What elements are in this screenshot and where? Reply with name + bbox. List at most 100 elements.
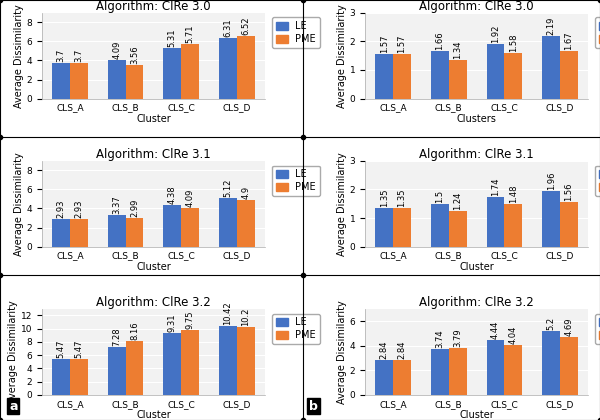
Bar	[431, 51, 449, 99]
Text: 1.58: 1.58	[509, 34, 518, 52]
Bar	[487, 340, 505, 395]
Title: Algorithm: ClRe 3.0: Algorithm: ClRe 3.0	[419, 0, 534, 13]
Y-axis label: Average Dissimilarity: Average Dissimilarity	[14, 152, 24, 256]
Bar	[560, 202, 578, 247]
Y-axis label: Average Dissimilarity: Average Dissimilarity	[14, 4, 24, 108]
Text: b: b	[309, 399, 318, 412]
Bar	[393, 54, 411, 99]
X-axis label: Clusters: Clusters	[457, 114, 497, 124]
Legend: LE, PME: LE, PME	[595, 18, 600, 48]
Title: Algorithm: ClRe 3.1: Algorithm: ClRe 3.1	[419, 148, 534, 161]
Text: 1.96: 1.96	[547, 171, 556, 190]
Text: 2.99: 2.99	[130, 199, 139, 217]
Text: 1.57: 1.57	[397, 34, 406, 53]
Bar	[393, 208, 411, 247]
Bar	[375, 54, 393, 99]
Y-axis label: Average Dissimilarity: Average Dissimilarity	[337, 4, 347, 108]
Bar	[181, 207, 199, 247]
Text: 1.74: 1.74	[491, 178, 500, 196]
X-axis label: Cluster: Cluster	[136, 262, 171, 272]
Legend: LE, PME: LE, PME	[272, 314, 320, 344]
Y-axis label: Average Dissimilarity: Average Dissimilarity	[337, 300, 347, 404]
Bar	[375, 208, 393, 247]
Bar	[449, 60, 467, 99]
Text: 2.84: 2.84	[380, 341, 389, 359]
Text: 1.5: 1.5	[436, 190, 445, 203]
Bar	[108, 346, 125, 395]
Text: 6.31: 6.31	[224, 19, 233, 37]
Text: 8.16: 8.16	[130, 321, 139, 340]
Text: 10.42: 10.42	[224, 301, 233, 325]
Text: 4.69: 4.69	[565, 318, 574, 336]
Text: 3.37: 3.37	[112, 195, 121, 214]
Text: 1.24: 1.24	[453, 192, 462, 210]
X-axis label: Cluster: Cluster	[136, 114, 171, 124]
Bar	[163, 48, 181, 99]
Text: 1.66: 1.66	[436, 32, 445, 50]
Bar	[219, 326, 237, 395]
Text: 4.04: 4.04	[509, 326, 518, 344]
Text: 9.75: 9.75	[185, 311, 194, 329]
Text: 2.93: 2.93	[74, 200, 83, 218]
Bar	[542, 331, 560, 395]
Bar	[163, 205, 181, 247]
Title: Algorithm: ClRe 3.1: Algorithm: ClRe 3.1	[96, 148, 211, 161]
Text: 1.67: 1.67	[565, 31, 574, 50]
Text: 1.56: 1.56	[565, 183, 574, 201]
Bar	[181, 44, 199, 99]
X-axis label: Cluster: Cluster	[136, 410, 171, 420]
Bar	[560, 51, 578, 99]
Text: 4.09: 4.09	[112, 40, 121, 59]
Y-axis label: Average Dissimilarity: Average Dissimilarity	[8, 300, 18, 404]
Bar	[505, 204, 522, 247]
Bar	[449, 348, 467, 395]
Text: 5.2: 5.2	[547, 317, 556, 330]
Text: 3.74: 3.74	[436, 329, 445, 348]
Text: a: a	[9, 399, 17, 412]
Bar	[431, 204, 449, 247]
Bar	[52, 63, 70, 99]
Text: 6.52: 6.52	[241, 17, 250, 35]
Legend: LE, PME: LE, PME	[272, 165, 320, 196]
Text: 2.84: 2.84	[397, 341, 406, 359]
Text: 10.2: 10.2	[241, 308, 250, 326]
Title: Algorithm: ClRe 3.2: Algorithm: ClRe 3.2	[419, 296, 534, 309]
Text: 4.09: 4.09	[185, 189, 194, 207]
Text: 1.48: 1.48	[509, 185, 518, 203]
X-axis label: Cluster: Cluster	[459, 410, 494, 420]
Bar	[393, 360, 411, 395]
Text: 5.47: 5.47	[74, 339, 83, 358]
Bar	[505, 53, 522, 99]
Bar	[125, 218, 143, 247]
Text: 1.35: 1.35	[397, 189, 406, 207]
Bar	[70, 63, 88, 99]
Bar	[70, 219, 88, 247]
Text: 4.38: 4.38	[168, 185, 177, 204]
Text: 1.57: 1.57	[380, 34, 389, 53]
Legend: LE, PME: LE, PME	[595, 314, 600, 344]
Bar	[237, 36, 255, 99]
Bar	[237, 327, 255, 395]
Bar	[181, 330, 199, 395]
Bar	[108, 60, 125, 99]
Text: 3.7: 3.7	[56, 49, 65, 63]
Bar	[70, 359, 88, 395]
Bar	[431, 349, 449, 395]
Bar	[125, 65, 143, 99]
Bar	[505, 345, 522, 395]
Text: 2.93: 2.93	[56, 200, 65, 218]
Text: 1.92: 1.92	[491, 24, 500, 43]
Y-axis label: Average Dissimilarity: Average Dissimilarity	[337, 152, 347, 256]
Bar	[219, 198, 237, 247]
Text: 1.35: 1.35	[380, 189, 389, 207]
Legend: LE, PME: LE, PME	[272, 18, 320, 48]
Bar	[487, 197, 505, 247]
Text: 2.19: 2.19	[547, 17, 556, 35]
Bar	[125, 341, 143, 395]
Title: Algorithm: ClRe 3.2: Algorithm: ClRe 3.2	[96, 296, 211, 309]
Text: 5.31: 5.31	[168, 29, 177, 47]
Text: 5.12: 5.12	[224, 178, 233, 197]
Bar	[52, 359, 70, 395]
Bar	[487, 44, 505, 99]
Text: 5.71: 5.71	[185, 25, 194, 43]
